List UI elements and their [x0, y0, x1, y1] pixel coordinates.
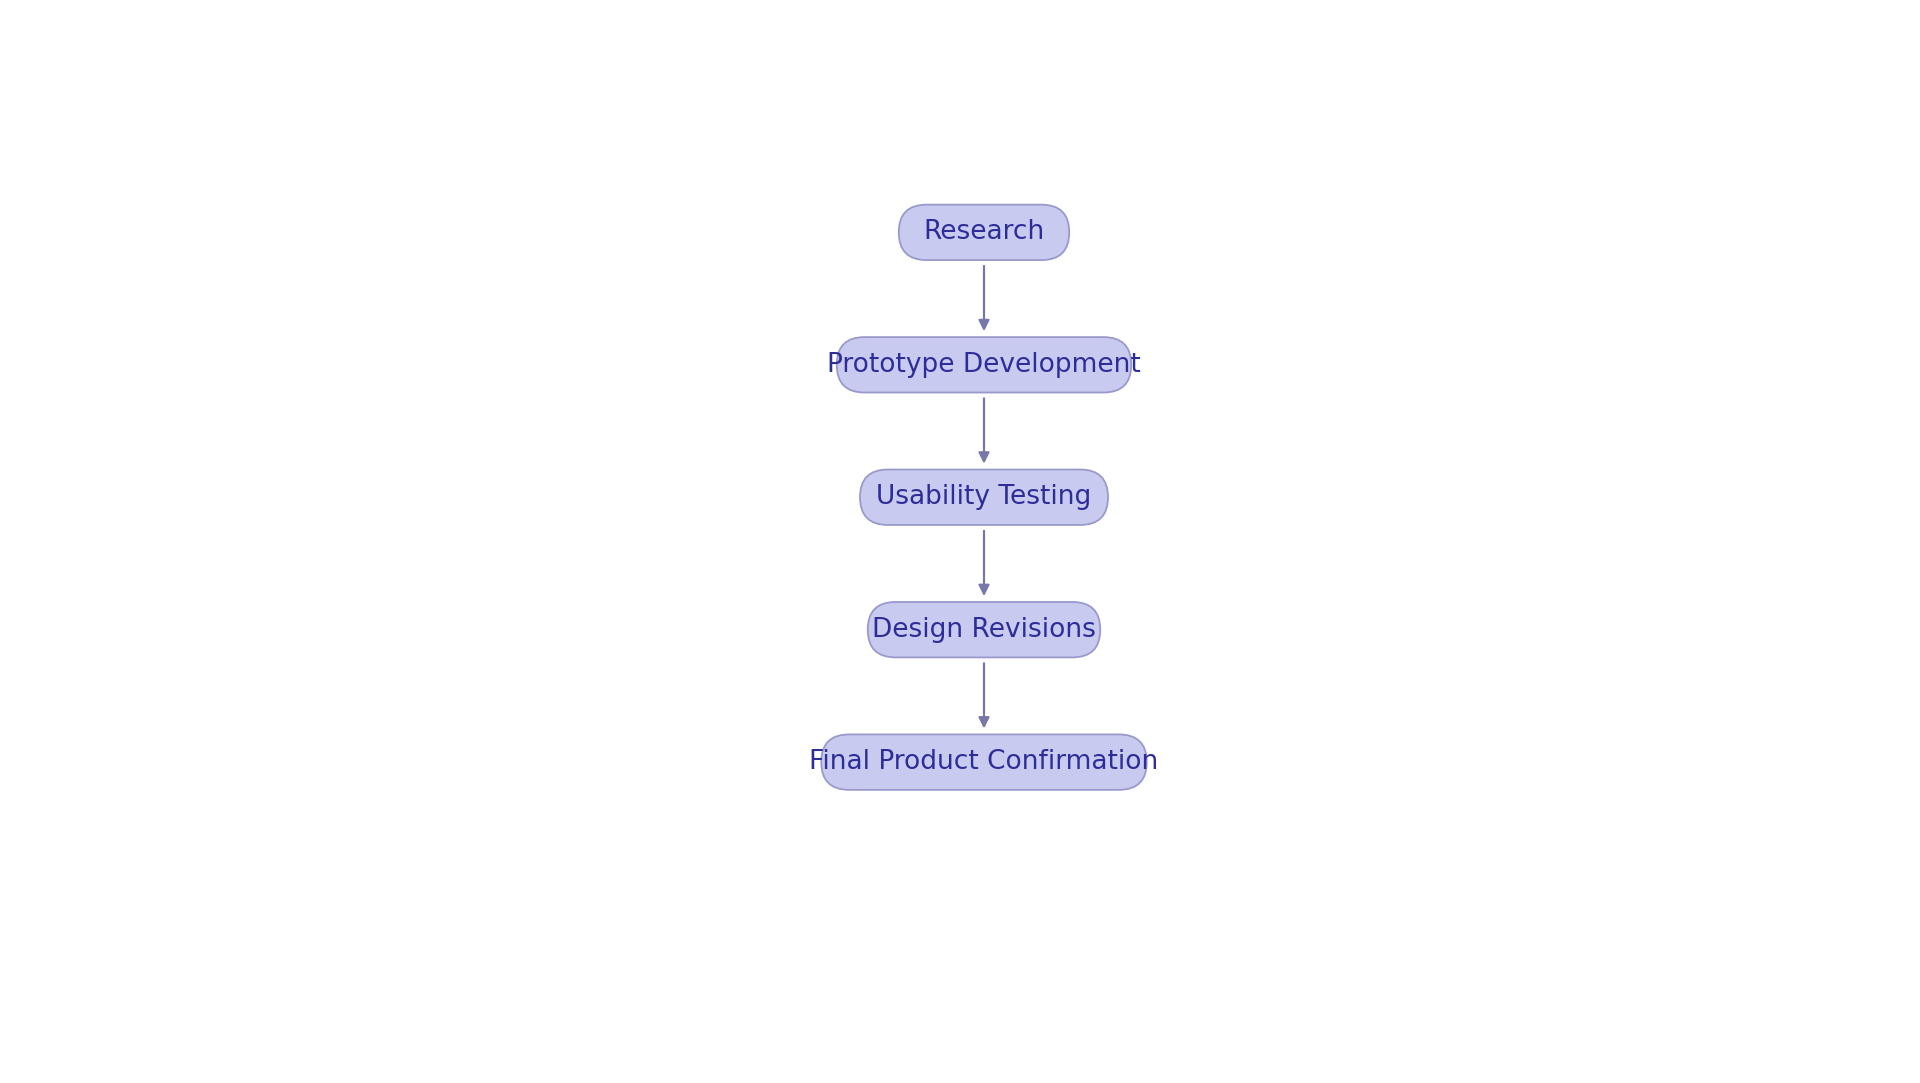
- FancyBboxPatch shape: [860, 470, 1108, 525]
- FancyBboxPatch shape: [837, 337, 1131, 392]
- FancyBboxPatch shape: [868, 602, 1100, 657]
- Text: Research: Research: [924, 220, 1044, 246]
- Text: Final Product Confirmation: Final Product Confirmation: [810, 749, 1158, 775]
- Text: Prototype Development: Prototype Development: [828, 352, 1140, 378]
- Text: Usability Testing: Usability Testing: [876, 484, 1092, 510]
- FancyBboxPatch shape: [822, 734, 1146, 790]
- FancyBboxPatch shape: [899, 205, 1069, 260]
- Text: Design Revisions: Design Revisions: [872, 616, 1096, 642]
